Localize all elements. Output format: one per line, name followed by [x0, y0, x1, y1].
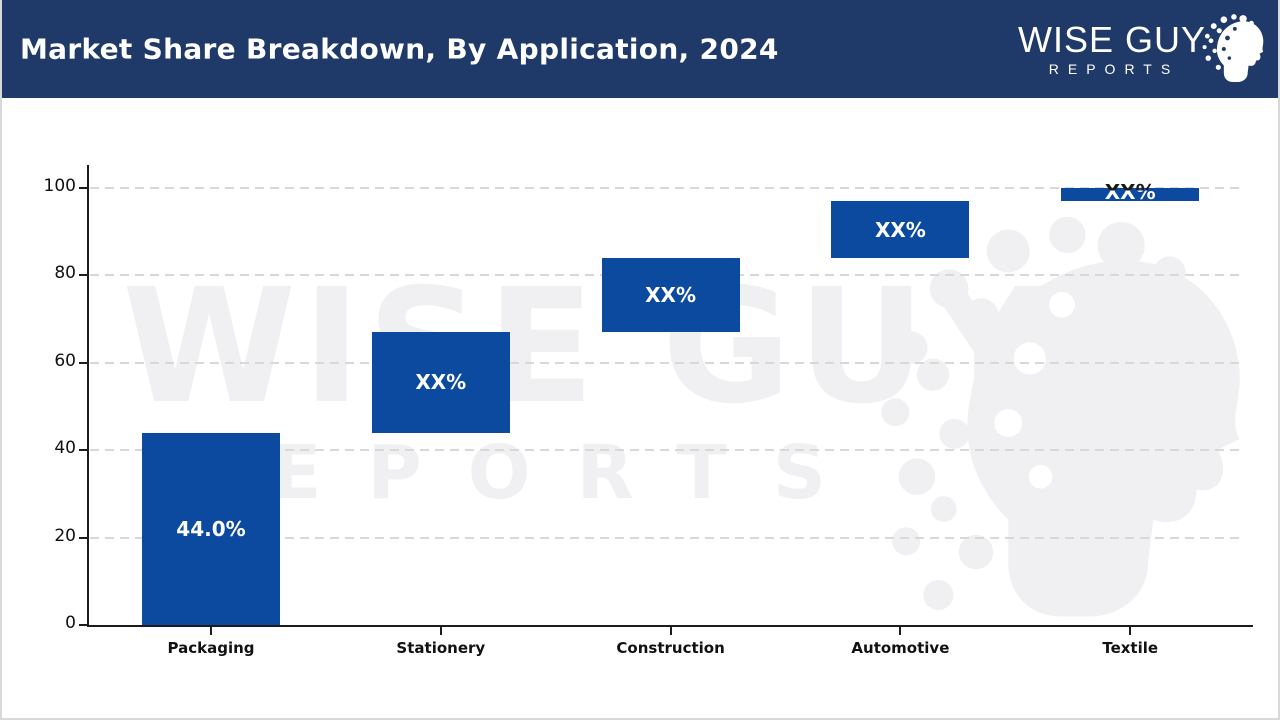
brand-logo-text: WISE GUY REPORTS [1017, 18, 1206, 77]
y-tick-label: 60 [54, 350, 76, 371]
brand-logo-wordmark: WISE GUY [1017, 18, 1206, 60]
bar-value-label: XX% [645, 283, 697, 308]
y-tick-mark [79, 187, 87, 189]
bar-segment [142, 432, 280, 625]
y-tick-label: 100 [43, 176, 76, 196]
x-axis [87, 625, 1253, 627]
x-tick-mark [1129, 627, 1132, 635]
gridline [90, 536, 1245, 539]
bar-segment [1061, 188, 1200, 202]
y-tick-mark [79, 536, 87, 539]
bar-value-label: 44.0% [176, 516, 246, 541]
y-axis [87, 165, 89, 627]
gridline [90, 449, 1245, 452]
bar-segment [831, 201, 970, 258]
y-tick-mark [79, 624, 87, 626]
x-tick-mark [669, 627, 672, 635]
y-tick-mark [79, 274, 87, 277]
y-tick-label: 80 [54, 263, 76, 284]
y-tick-label: 40 [54, 438, 76, 459]
header-bar: Market Share Breakdown, By Application, … [0, 0, 1280, 98]
watermark-head-icon [881, 216, 1240, 617]
brand-logo: WISE GUY REPORTS [1018, 11, 1266, 87]
x-category-label: Packaging [167, 639, 255, 657]
brand-head-icon [1202, 14, 1264, 82]
x-category-label: Automotive [851, 639, 950, 657]
bar-value-label: XX% [415, 370, 467, 395]
x-category-label: Construction [616, 639, 725, 657]
bar-segment [371, 332, 510, 433]
y-tick-mark [79, 449, 87, 452]
y-tick-label: 20 [54, 525, 76, 546]
gridline [90, 187, 1245, 189]
x-category-label: Textile [1102, 639, 1159, 657]
x-tick-mark [899, 627, 902, 635]
y-tick-label: 0 [65, 613, 76, 633]
bar-value-label: XX% [1061, 179, 1199, 205]
gridline [90, 361, 1245, 364]
y-tick-mark [79, 361, 87, 364]
brand-logo-subtitle: REPORTS [1048, 60, 1180, 77]
x-category-label: Stationery [396, 639, 486, 657]
page-title: Market Share Breakdown, By Application, … [20, 32, 779, 66]
bar-segment [601, 257, 740, 333]
x-tick-mark [439, 627, 442, 635]
bar-value-label: XX% [874, 217, 926, 242]
x-tick-mark [210, 627, 212, 635]
